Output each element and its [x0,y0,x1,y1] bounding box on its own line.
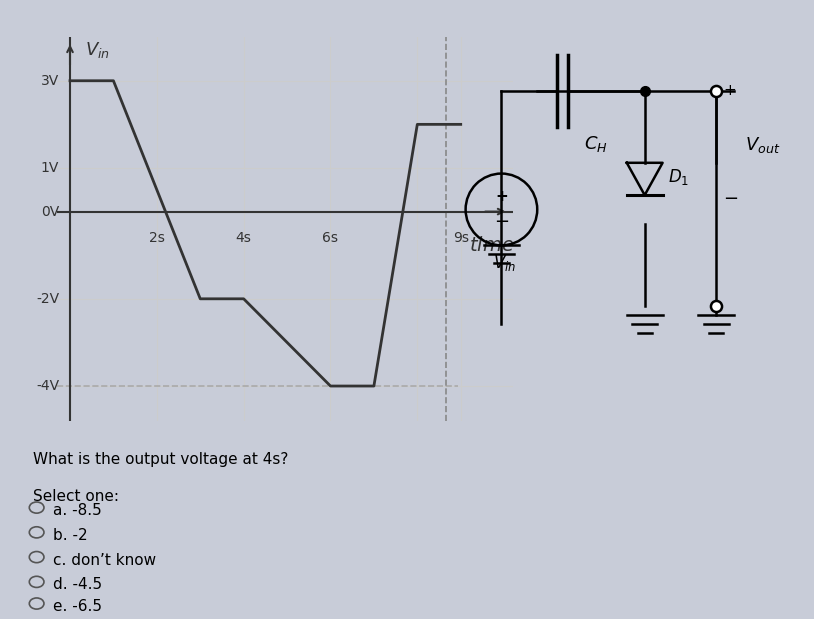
Text: What is the output voltage at 4s?: What is the output voltage at 4s? [33,452,288,467]
Text: d. -4.5: d. -4.5 [53,578,102,592]
Text: 2s: 2s [149,232,164,245]
Text: 3V: 3V [41,74,59,88]
Text: c. don’t know: c. don’t know [53,553,156,568]
Text: −: − [494,213,509,231]
Text: e. -6.5: e. -6.5 [53,599,102,614]
Text: $\mathit{V_{in}}$: $\mathit{V_{in}}$ [85,40,110,60]
Text: Select one:: Select one: [33,489,119,504]
Text: 9s: 9s [453,232,469,245]
Text: $C_H$: $C_H$ [584,134,607,154]
Text: b. -2: b. -2 [53,528,88,543]
Text: $\mathbf{\mathit{time}}$: $\mathbf{\mathit{time}}$ [469,236,514,254]
Text: -4V: -4V [36,379,59,393]
Text: -2V: -2V [36,292,59,306]
Text: $V_{out}$: $V_{out}$ [745,135,781,155]
Text: $D_1$: $D_1$ [668,167,689,187]
Text: −: − [724,189,738,208]
Text: 0V: 0V [41,205,59,219]
Text: a. -8.5: a. -8.5 [53,503,102,518]
Text: $V_{in}$: $V_{in}$ [493,253,517,272]
Text: 6s: 6s [322,232,339,245]
Text: 1V: 1V [41,161,59,175]
Text: 4s: 4s [236,232,252,245]
Text: +: + [724,84,736,98]
Text: +: + [495,189,508,204]
